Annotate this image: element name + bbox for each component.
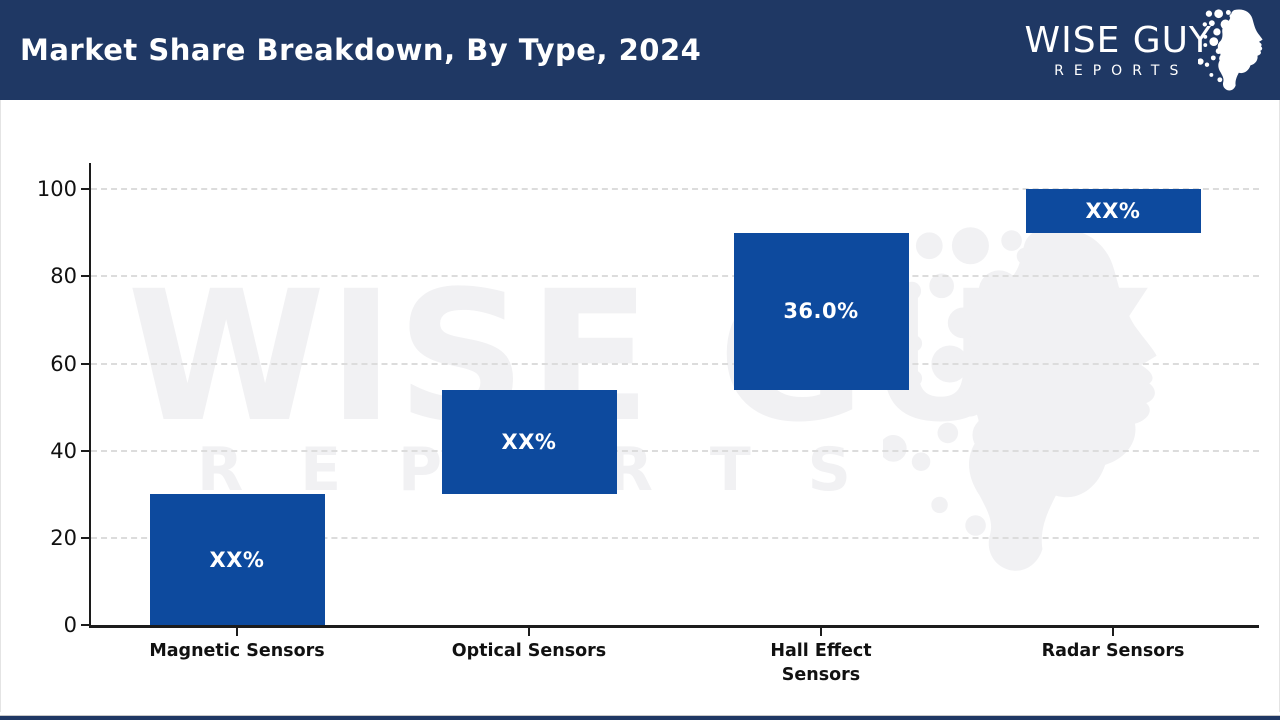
gridline-y-20 [91,536,1259,539]
x-category-label-0: Magnetic Sensors [149,641,325,661]
header: Market Share Breakdown, By Type, 2024 WI… [0,0,1280,100]
bar-value-label: 36.0% [783,299,859,324]
footer-bar [0,715,1280,720]
logo-subtitle: REPORTS [1054,62,1189,79]
y-tick-mark-100 [81,188,89,191]
x-tick-mark-0 [236,628,238,636]
bar-radar-sensors: XX% [1025,189,1201,233]
y-tick-label-100: 100 [36,177,77,202]
chart-canvas: WISE GUY R E P O R T S 020406080100XX%Ma… [0,100,1280,712]
bar-value-label: XX% [501,429,557,454]
y-tick-label-60: 60 [50,351,77,376]
gridline-y-100 [91,188,1259,191]
plot-area: 0 20 40 60 80 100 XX% Magnetic Sensors XX% Optica… [37,163,1259,685]
gridline-y-60 [91,362,1259,365]
x-tick-mark-1 [528,628,530,636]
bar-hall-effect-sensors: 36.0% [733,232,909,390]
gridline-y-80 [91,275,1259,278]
bar-optical-sensors: XX% [441,389,617,495]
logo-text: WISE GUY REPORTS [1024,19,1213,79]
x-category-label-3: Radar Sensors [1041,641,1185,661]
y-tick-label-40: 40 [50,438,77,463]
x-tick-mark-2 [820,628,822,636]
bar-value-label: XX% [209,547,265,572]
gridline-y-40 [91,449,1259,452]
x-tick-mark-3 [1112,628,1114,636]
logo-wordmark: WISE GUY [1024,19,1212,61]
page-title: Market Share Breakdown, By Type, 2024 [20,33,702,67]
y-tick-mark-80 [81,275,89,278]
y-tick-mark-20 [81,536,89,539]
bar-value-label: XX% [1085,198,1141,223]
wise-guy-reports-logo: WISE GUY REPORTS [1025,8,1267,92]
x-category-label-2: Hall Effect Sensors [770,641,872,685]
y-tick-label-20: 20 [50,525,77,550]
x-category-label-1: Optical Sensors [451,641,607,661]
logo-head-icon [1198,8,1266,92]
y-tick-label-80: 80 [50,264,77,289]
y-tick-mark-40 [81,449,89,452]
y-tick-label-0: 0 [63,613,77,637]
y-tick-mark-0 [81,624,89,626]
y-tick-mark-60 [81,362,89,365]
bar-magnetic-sensors: XX% [149,494,325,625]
